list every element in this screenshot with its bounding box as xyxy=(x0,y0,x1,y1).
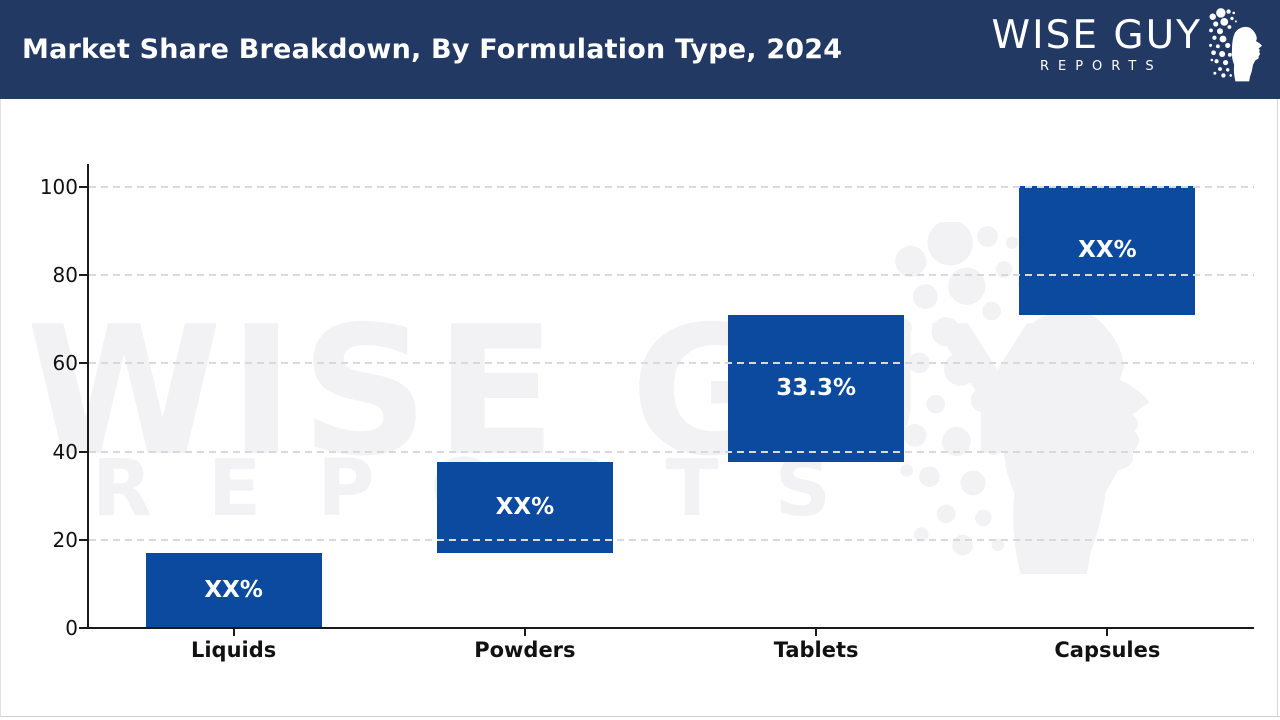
frame-right-rule xyxy=(1277,99,1278,717)
y-tick-label: 80 xyxy=(52,263,78,288)
bar-value-label: XX% xyxy=(495,494,555,521)
gridline xyxy=(89,362,1254,365)
y-tick-mark xyxy=(79,274,87,277)
gridline xyxy=(89,450,1254,453)
category-label: Liquids xyxy=(190,638,277,662)
y-tick-label: 40 xyxy=(52,439,78,464)
x-tick-mark xyxy=(1106,629,1109,636)
bar-value-label: XX% xyxy=(1078,237,1137,264)
y-tick-label: 20 xyxy=(52,527,78,552)
bar-value-label: 33.3% xyxy=(776,375,857,402)
y-tick-mark xyxy=(79,362,87,365)
category-label: Powders xyxy=(474,638,576,662)
logo-name: WISE GUY xyxy=(991,13,1202,59)
header-bar: Market Share Breakdown, By Formulation T… xyxy=(0,0,1280,99)
x-tick-mark xyxy=(815,629,818,636)
gridline xyxy=(89,186,1254,188)
x-tick-mark xyxy=(523,629,526,636)
y-tick-label: 60 xyxy=(52,351,78,376)
x-axis-spine xyxy=(87,627,1254,629)
category-label: Capsules xyxy=(1054,638,1161,662)
y-tick-mark xyxy=(79,450,87,453)
bar: XX% xyxy=(436,461,613,554)
y-tick-label: 0 xyxy=(65,616,78,640)
face-dots-icon xyxy=(1209,8,1262,82)
frame-bottom-rule xyxy=(0,716,1280,717)
x-tick-mark xyxy=(232,629,235,636)
gridline xyxy=(89,274,1254,277)
bar-value-label: XX% xyxy=(204,577,263,604)
wise-guy-logo: WISE GUY REPORTS xyxy=(992,8,1268,82)
plot-area: WISE GUY REPORTS 020406080100XX%LiquidsX… xyxy=(0,99,1280,717)
chart-title: Market Share Breakdown, By Formulation T… xyxy=(22,34,843,65)
frame-left-rule xyxy=(0,99,1,717)
watermark-face-dots-icon xyxy=(893,222,1149,574)
y-axis-spine xyxy=(87,164,89,629)
logo-text: WISE GUY REPORTS xyxy=(991,13,1202,74)
logo-sub: REPORTS xyxy=(1039,58,1163,74)
y-tick-label: 100 xyxy=(39,175,78,199)
bar: 33.3% xyxy=(728,314,905,462)
bar: XX% xyxy=(145,553,322,627)
gridline xyxy=(89,538,1254,541)
y-tick-mark xyxy=(79,186,87,188)
bar: XX% xyxy=(1019,186,1196,315)
y-tick-mark xyxy=(79,627,87,629)
category-label: Tablets xyxy=(773,638,859,662)
y-tick-mark xyxy=(79,538,87,541)
